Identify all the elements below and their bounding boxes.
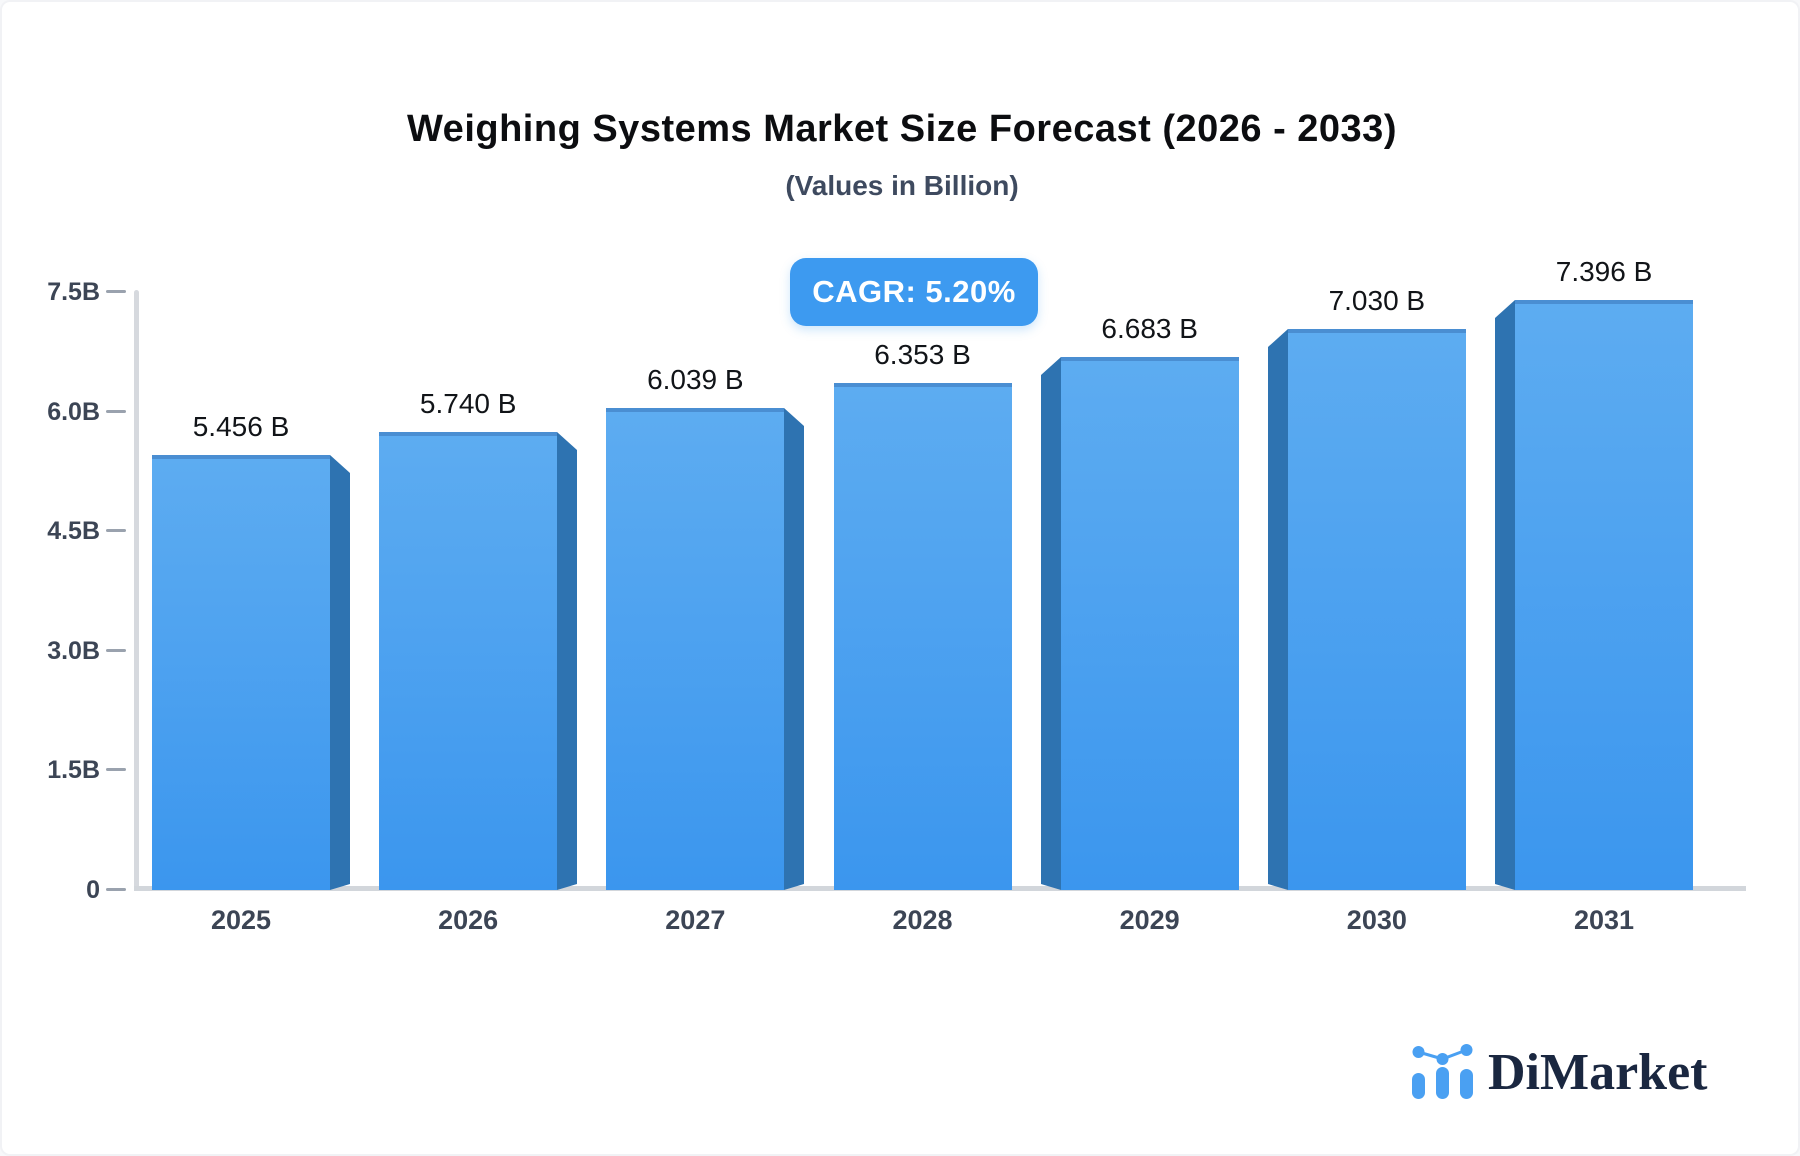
bar-2027 [606,408,784,890]
bar-value-label: 7.030 B [1328,285,1426,316]
chart-subtitle: (Values in Billion) [785,170,1019,201]
y-tick-mark [106,290,126,293]
bar-2026 [379,432,557,890]
y-tick-label: 4.5B [47,517,100,546]
y-tick-mark [106,409,126,413]
y-tick-mark [106,648,126,652]
x-tick-label: 2025 [210,905,272,935]
y-axis-line [134,290,139,890]
bar-2030 [1288,329,1466,890]
y-tick-label: 3.0B [47,636,100,665]
y-tick-label: 6.0B [47,397,100,426]
bar-2031 [1515,300,1693,890]
bar-2025 [152,455,330,890]
y-tick-label: 1.5B [47,756,100,785]
bar-side-face [1041,357,1061,890]
bar-value-label: 5.456 B [192,411,290,442]
cagr-badge: CAGR: 5.20% [790,258,1038,326]
y-tick-label: 0 [86,876,100,904]
bar-line-chart-icon [1412,1044,1473,1099]
x-tick-label: 2026 [438,905,499,935]
bar-side-face [557,432,577,890]
x-tick-label: 2030 [1346,905,1407,935]
x-tick-label: 2027 [665,905,726,935]
y-tick-mark [106,888,126,891]
bar-2029 [1061,357,1239,890]
bar-value-label: 7.396 B [1555,256,1653,287]
bar-side-face [1268,329,1288,890]
x-tick-label: 2028 [892,905,953,935]
x-tick-label: 2031 [1573,905,1635,935]
bar-side-face [784,408,804,890]
y-tick-mark [106,768,126,772]
bar-value-label: 6.683 B [1101,313,1198,344]
bar-value-label: 6.353 B [874,339,971,370]
y-tick-label: 7.5B [47,278,100,306]
brand-logo-text: DiMarket [1488,1044,1708,1101]
brand-logo: DiMarket [1410,1040,1707,1102]
x-tick-label: 2029 [1119,905,1180,935]
bar-2028 [834,383,1012,890]
y-tick-mark [106,529,126,533]
chart-title: Weighing Systems Market Size Forecast (2… [407,108,1397,150]
bar-side-face [1495,300,1515,890]
bar-side-face [330,455,350,890]
bar-value-label: 6.039 B [647,364,744,395]
cagr-badge-label: CAGR: 5.20% [812,274,1016,309]
bar-value-label: 5.740 B [419,388,517,419]
